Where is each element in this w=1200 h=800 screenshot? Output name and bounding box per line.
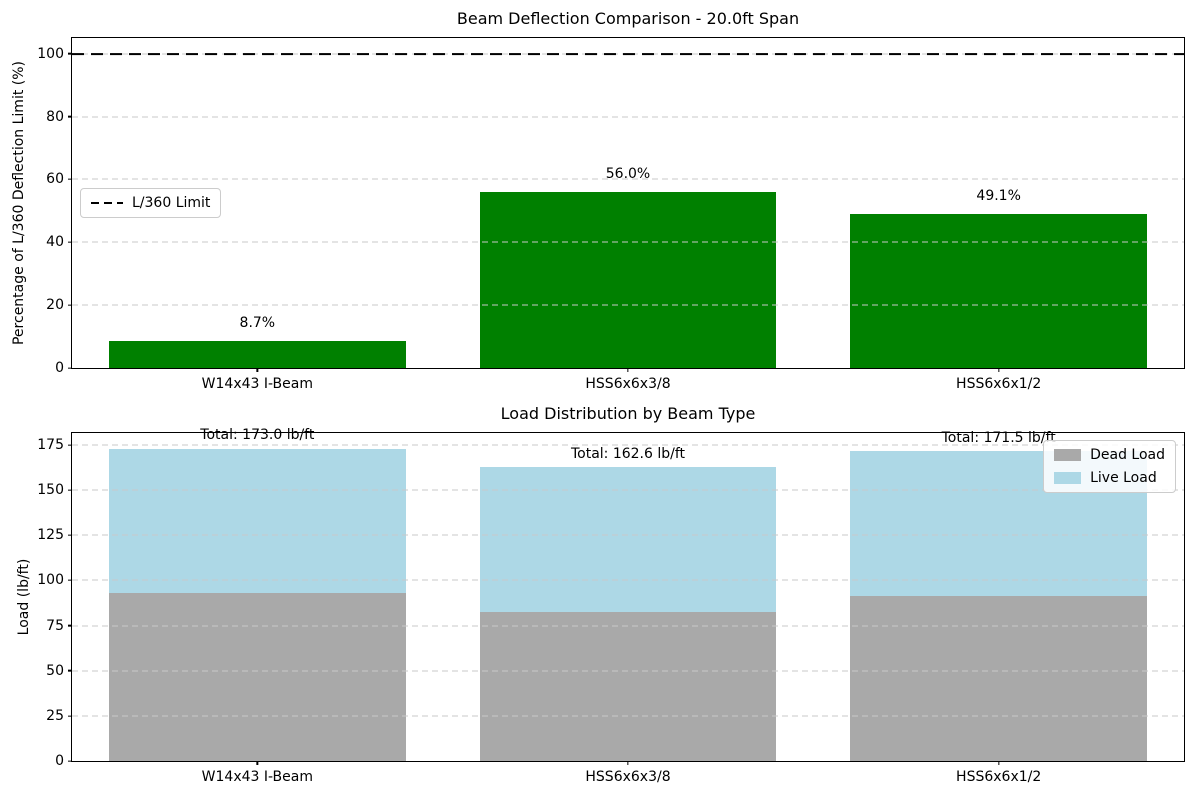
gridline <box>72 241 1184 243</box>
legend-label: Live Load <box>1090 470 1157 486</box>
x-tick-mark <box>998 761 1000 765</box>
gridline <box>72 670 1184 672</box>
y-tick-mark <box>68 444 72 446</box>
legend-item: Live Load <box>1054 470 1165 486</box>
x-tick-mark <box>256 368 258 372</box>
x-tick-mark <box>627 368 629 372</box>
y-tick-label: 125 <box>37 527 64 544</box>
gridline <box>72 534 1184 536</box>
gridline <box>72 625 1184 627</box>
bar-dead-load <box>479 611 777 761</box>
y-tick-mark <box>68 115 72 118</box>
y-tick-mark <box>68 670 72 672</box>
bar-value-label: Total: 162.6 lb/ft <box>570 445 686 462</box>
y-tick-label: 175 <box>37 437 64 454</box>
deflection-chart-title: Beam Deflection Comparison - 20.0ft Span <box>456 9 800 28</box>
x-tick-label: HSS6x6x3/8 <box>585 376 671 392</box>
bar-value-label: Total: 173.0 lb/ft <box>200 426 315 443</box>
color-swatch-icon <box>1054 449 1082 461</box>
load-chart-axes: 0 25 50 75 100 125 150 175 Total: 173.0 lb/ft W14… <box>37 427 1185 785</box>
y-tick-label: 60 <box>46 171 64 188</box>
legend-label: L/360 Limit <box>132 195 211 211</box>
y-tick-mark <box>68 624 72 627</box>
limit-line <box>72 52 1184 55</box>
y-tick-label: 50 <box>46 662 64 679</box>
bar-dead-load <box>109 593 406 761</box>
gridline <box>72 444 1184 446</box>
bar-value-label: 49.1% <box>976 187 1021 204</box>
dashed-line-icon <box>91 201 123 205</box>
gridline <box>72 579 1184 581</box>
y-tick-mark <box>68 304 72 306</box>
x-tick-label: HSS6x6x3/8 <box>585 769 671 785</box>
gridline <box>72 178 1184 180</box>
bar-value <box>109 340 406 368</box>
y-tick-mark <box>68 715 72 717</box>
y-tick-mark <box>68 178 72 181</box>
deflection-y-axis-label: Percentage of L/360 Deflection Limit (%) <box>11 60 27 346</box>
y-tick-mark <box>68 53 72 55</box>
x-tick-mark <box>627 761 629 765</box>
y-tick-label: 100 <box>37 572 64 589</box>
x-tick-label: HSS6x6x1/2 <box>956 769 1042 785</box>
y-tick-mark <box>68 534 72 536</box>
bar-live-load <box>109 448 406 594</box>
gridline <box>72 715 1184 717</box>
color-swatch-icon <box>1054 472 1082 484</box>
bar-value-label: Total: 171.5 lb/ft <box>941 429 1056 446</box>
y-tick-label: 25 <box>46 707 64 724</box>
y-tick-label: 0 <box>55 753 64 769</box>
y-tick-label: 100 <box>37 45 64 62</box>
x-tick-mark <box>998 368 1000 372</box>
load-y-axis-label: Load (lb/ft) <box>16 558 32 636</box>
x-tick-mark <box>256 761 258 765</box>
bar-value-label: 8.7% <box>239 314 276 331</box>
y-tick-mark <box>68 241 72 243</box>
y-tick-label: 150 <box>37 482 64 499</box>
y-tick-label: 80 <box>46 108 64 125</box>
deflection-chart-axes: 0 20 40 60 80 100 8.7% W14x43 I-Beam 56.0% HSS6x6… <box>37 37 1185 392</box>
bar-dead-load <box>850 595 1147 761</box>
gridline <box>72 116 1184 118</box>
legend: L/360 Limit <box>80 188 222 218</box>
bar-live-load <box>479 467 777 612</box>
y-tick-mark <box>68 579 72 582</box>
x-tick-label: HSS6x6x1/2 <box>956 376 1042 392</box>
y-tick-mark <box>68 760 72 762</box>
x-tick-label: W14x43 I-Beam <box>201 769 313 785</box>
x-tick-label: W14x43 I-Beam <box>201 376 313 392</box>
legend-label: Dead Load <box>1090 447 1165 463</box>
y-tick-label: 40 <box>46 234 64 251</box>
y-tick-label: 0 <box>55 360 64 376</box>
y-tick-mark <box>68 489 72 491</box>
bar-value <box>479 192 777 368</box>
y-tick-mark <box>68 367 72 369</box>
legend: Dead Load Live Load <box>1043 440 1176 493</box>
gridline <box>72 304 1184 306</box>
gridline <box>72 489 1184 491</box>
y-tick-label: 75 <box>46 617 64 634</box>
y-tick-label: 20 <box>46 297 64 314</box>
legend-item: Dead Load <box>1054 447 1165 463</box>
bar-value-label: 56.0% <box>605 166 651 183</box>
bar-value <box>850 213 1147 368</box>
legend-item: L/360 Limit <box>91 195 210 211</box>
load-chart-title: Load Distribution by Beam Type <box>500 404 756 423</box>
